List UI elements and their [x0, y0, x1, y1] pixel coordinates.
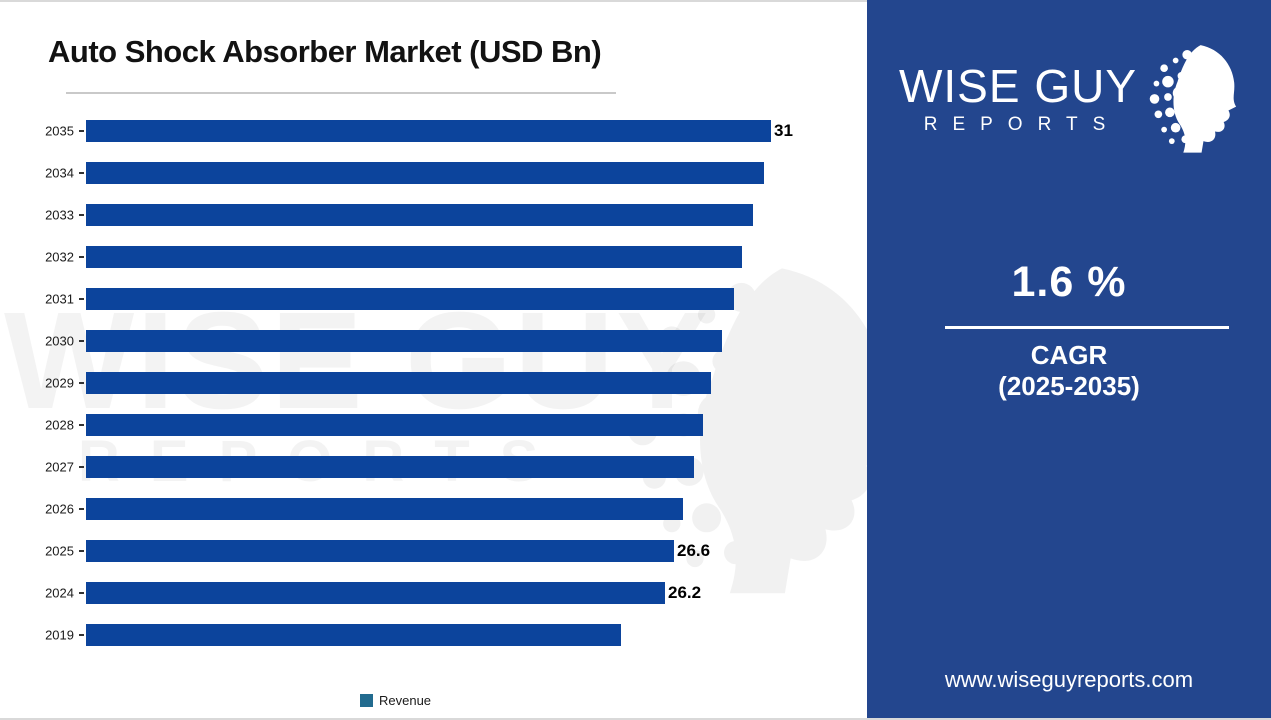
top-border	[0, 0, 867, 2]
bar-row-2029: 2029	[0, 372, 867, 394]
bar-2026	[86, 498, 683, 520]
bar-2031	[86, 288, 734, 310]
wiseguy-logo: WISE GUY REPORTS	[867, 38, 1271, 156]
bar-2033	[86, 204, 753, 226]
y-axis-label-2024: 2024	[45, 585, 74, 601]
bar-2034	[86, 162, 764, 184]
y-axis-label-2034: 2034	[45, 165, 74, 181]
bar-row-2024: 2024 26.2	[0, 582, 867, 604]
bar-2035	[86, 120, 771, 142]
y-axis-tick	[79, 256, 84, 258]
bar-row-2019: 2019	[0, 624, 867, 646]
chart-area: WISE GUY REPORTS Auto Shock Absorber Mar…	[0, 34, 867, 708]
bar-value-label-2035: 31	[774, 121, 793, 140]
y-axis-tick	[79, 592, 84, 594]
bar-value-label-2024: 26.2	[668, 583, 702, 602]
y-axis-tick	[79, 172, 84, 174]
logo-wise-guy: WISE GUY	[898, 60, 1138, 112]
bar-2027	[86, 456, 694, 478]
page-title: Auto Shock Absorber Market (USD Bn)	[48, 34, 602, 69]
y-axis-tick	[79, 508, 84, 510]
bar-row-2026: 2026	[0, 498, 867, 520]
y-axis-tick	[79, 130, 84, 132]
y-axis-label-2031: 2031	[45, 291, 74, 307]
y-axis-label-2033: 2033	[45, 207, 74, 223]
y-axis-tick	[79, 466, 84, 468]
y-axis-label-2025: 2025	[45, 543, 74, 559]
y-axis-tick	[79, 634, 84, 636]
title-divider	[66, 92, 616, 94]
cagr-label: CAGR (2025-2035)	[867, 340, 1271, 402]
y-axis-tick	[79, 340, 84, 342]
y-axis-tick	[79, 550, 84, 552]
bar-row-2032: 2032	[0, 246, 867, 268]
y-axis-label-2032: 2032	[45, 249, 74, 265]
y-axis-label-2026: 2026	[45, 501, 74, 517]
sidebar-panel: WISE GUY REPORTS 1.6 % CAGR (2025-2035)	[867, 0, 1271, 718]
y-axis-tick	[79, 424, 84, 426]
wiseguy-head-icon	[1149, 45, 1237, 153]
y-axis-label-2035: 2035	[45, 123, 74, 139]
y-axis-label-2030: 2030	[45, 333, 74, 349]
bar-2029	[86, 372, 711, 394]
bar-row-2025: 2025 26.6	[0, 540, 867, 562]
bar-row-2031: 2031	[0, 288, 867, 310]
website-url: www.wiseguyreports.com	[944, 667, 1194, 692]
bar-row-2030: 2030	[0, 330, 867, 352]
bar-2019	[86, 624, 621, 646]
bar-row-2028: 2028	[0, 414, 867, 436]
bar-2024	[86, 582, 665, 604]
y-axis-label-2028: 2028	[45, 417, 74, 433]
bar-value-label-2025: 26.6	[677, 541, 711, 560]
bottom-border	[0, 718, 1271, 720]
cagr-value: 1.6 %	[1011, 258, 1127, 306]
cagr-divider	[945, 326, 1229, 329]
wiseguy-logo-text: WISE GUY REPORTS	[899, 62, 1137, 136]
y-axis-tick	[79, 382, 84, 384]
bar-row-2035: 2035 31	[0, 120, 867, 142]
y-axis-tick	[79, 298, 84, 300]
bar-2028	[86, 414, 703, 436]
bar-2032	[86, 246, 742, 268]
y-axis-label-2027: 2027	[45, 459, 74, 475]
y-axis-label-2019: 2019	[45, 627, 74, 643]
bar-2030	[86, 330, 722, 352]
bar-row-2027: 2027	[0, 456, 867, 478]
legend-label-revenue: Revenue	[379, 693, 432, 708]
y-axis-label-2029: 2029	[45, 375, 74, 391]
legend-swatch-revenue	[360, 694, 373, 707]
legend: Revenue	[360, 693, 431, 708]
bar-2025	[86, 540, 674, 562]
bar-row-2033: 2033	[0, 204, 867, 226]
cagr-label-line1: CAGR	[1030, 340, 1108, 370]
y-axis-tick	[79, 214, 84, 216]
cagr-label-line2: (2025-2035)	[998, 371, 1140, 402]
logo-reports: REPORTS	[923, 114, 1121, 136]
bar-row-2034: 2034	[0, 162, 867, 184]
